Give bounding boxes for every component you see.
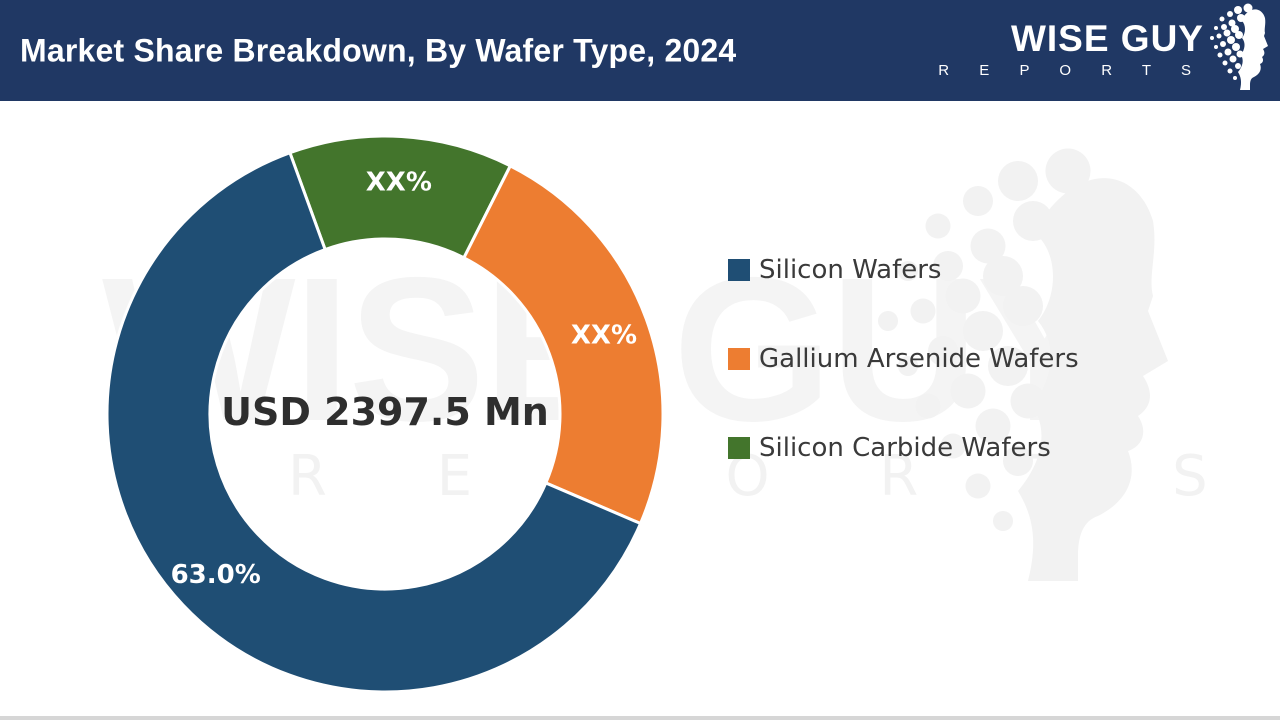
logo-brand-text: WISE GUY [1010,18,1204,59]
face-logo-icon [1210,3,1268,90]
wise-guy-logo: WISE GUY R E P O R T S [938,20,1204,78]
logo-reports-text: R E P O R T S [938,62,1204,79]
legend-swatch-silicon-carbide-wafers [728,437,750,459]
legend-item-silicon-wafers: Silicon Wafers [728,255,1079,285]
chart-legend: Silicon Wafers Gallium Arsenide Wafers S… [728,255,1079,463]
donut-chart: XX% XX% 63.0% [105,134,665,694]
chart-center-value: USD 2397.5 Mn [221,390,549,434]
slice-percent-label: XX% [366,167,432,197]
footer-divider [0,716,1280,720]
donut-slice [105,150,643,694]
legend-item-silicon-carbide-wafers: Silicon Carbide Wafers [728,433,1079,463]
legend-label: Silicon Carbide Wafers [759,433,1051,463]
donut-slice [461,163,665,526]
legend-swatch-silicon-wafers [728,259,750,281]
slice-percent-label: 63.0% [171,560,261,590]
legend-swatch-gallium-arsenide-wafers [728,348,750,370]
legend-item-gallium-arsenide-wafers: Gallium Arsenide Wafers [728,344,1079,374]
header-bar: Market Share Breakdown, By Wafer Type, 2… [0,0,1280,101]
chart-area: WISE GUY R E P O R T S XX% XX% 63.0% USD 2… [0,101,1280,716]
page-title: Market Share Breakdown, By Wafer Type, 2… [20,32,737,68]
legend-label: Gallium Arsenide Wafers [759,344,1079,374]
legend-label: Silicon Wafers [759,255,942,285]
slice-percent-label: XX% [571,320,637,350]
